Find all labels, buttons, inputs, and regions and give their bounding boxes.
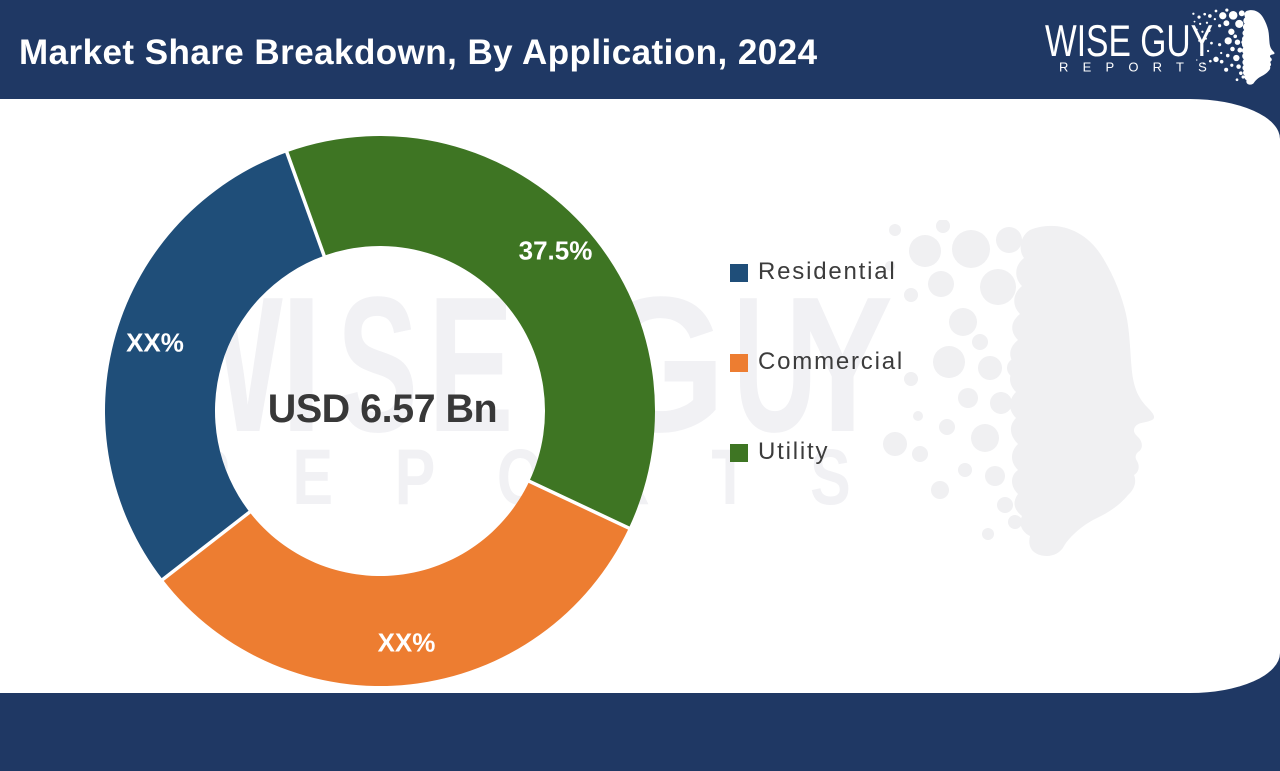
svg-text:REPORTS: REPORTS (1059, 60, 1221, 75)
svg-text:WISE GUY: WISE GUY (1045, 17, 1213, 66)
